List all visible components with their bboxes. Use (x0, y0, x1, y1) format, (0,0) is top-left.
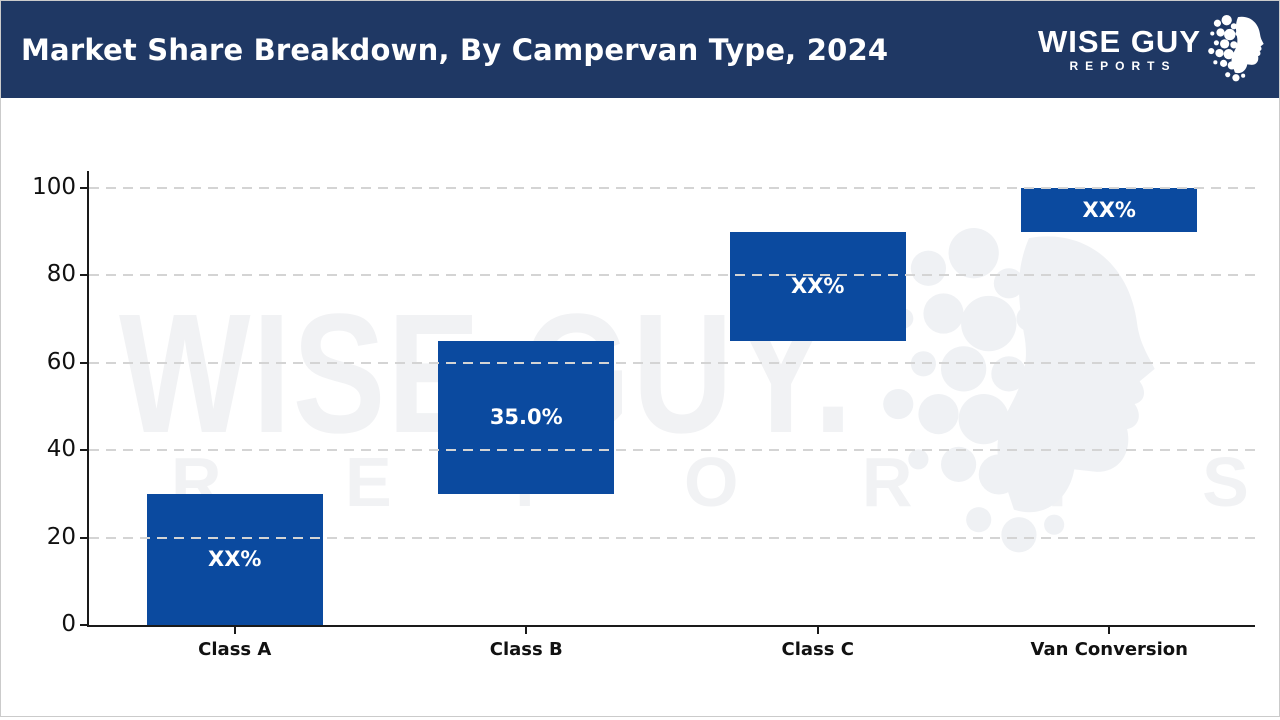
y-axis-line (87, 171, 89, 627)
y-tick-label-40: 40 (46, 436, 76, 463)
x-tick-label-class-b: Class B (489, 639, 563, 660)
plot-area: XX% 35.0% XX% XX% 0 20 40 60 80 100 Class A Class B… (1, 98, 1279, 716)
gridline-100 (89, 187, 1255, 189)
y-tick-mark-0 (80, 624, 88, 626)
gridline-80 (89, 274, 1255, 277)
logo-subtitle: REPORTS (1069, 58, 1177, 73)
wise-guy-reports-logo: WISE GUY REPORTS (1038, 1, 1269, 98)
bar-class-c: XX% (729, 231, 906, 341)
y-tick-mark-100 (80, 187, 88, 189)
y-tick-label-20: 20 (46, 523, 76, 550)
gridline-60 (89, 361, 1255, 364)
gridline-40 (89, 449, 1255, 452)
chart-title: Market Share Breakdown, By Campervan Typ… (21, 32, 889, 67)
y-tick-mark-20 (80, 536, 88, 539)
y-tick-label-0: 0 (61, 611, 76, 637)
y-tick-mark-40 (80, 449, 88, 452)
y-tick-label-60: 60 (46, 348, 76, 375)
logo-wordmark: WISE GUY (1037, 24, 1201, 60)
dotted-head-icon (1208, 14, 1264, 81)
y-tick-mark-60 (80, 361, 88, 364)
bar-class-b: 35.0% (438, 340, 615, 494)
gridline-20 (89, 536, 1255, 539)
y-tick-mark-80 (80, 274, 88, 277)
x-tick-mark-van-conversion (1108, 627, 1111, 634)
x-tick-label-class-a: Class A (198, 639, 272, 660)
header-bar: Market Share Breakdown, By Campervan Typ… (1, 1, 1279, 98)
bar-van-conversion: XX% (1021, 188, 1198, 232)
x-tick-label-van-conversion: Van Conversion (1030, 639, 1188, 660)
bar-value-label-class-b: 35.0% (489, 405, 563, 430)
logo-text: WISE GUY REPORTS (1037, 24, 1201, 73)
x-tick-mark-class-b (525, 627, 528, 634)
x-tick-label-class-c: Class C (781, 639, 854, 660)
bar-class-a: XX% (146, 493, 323, 625)
x-axis-line (87, 625, 1255, 627)
x-tick-mark-class-c (816, 627, 819, 634)
bar-value-label-van-conversion: XX% (1082, 197, 1136, 222)
bar-value-label-class-c: XX% (791, 274, 845, 299)
y-tick-label-80: 80 (46, 261, 76, 288)
y-tick-label-100: 100 (32, 174, 76, 200)
bar-value-label-class-a: XX% (208, 547, 262, 572)
x-tick-mark-class-a (233, 627, 236, 634)
